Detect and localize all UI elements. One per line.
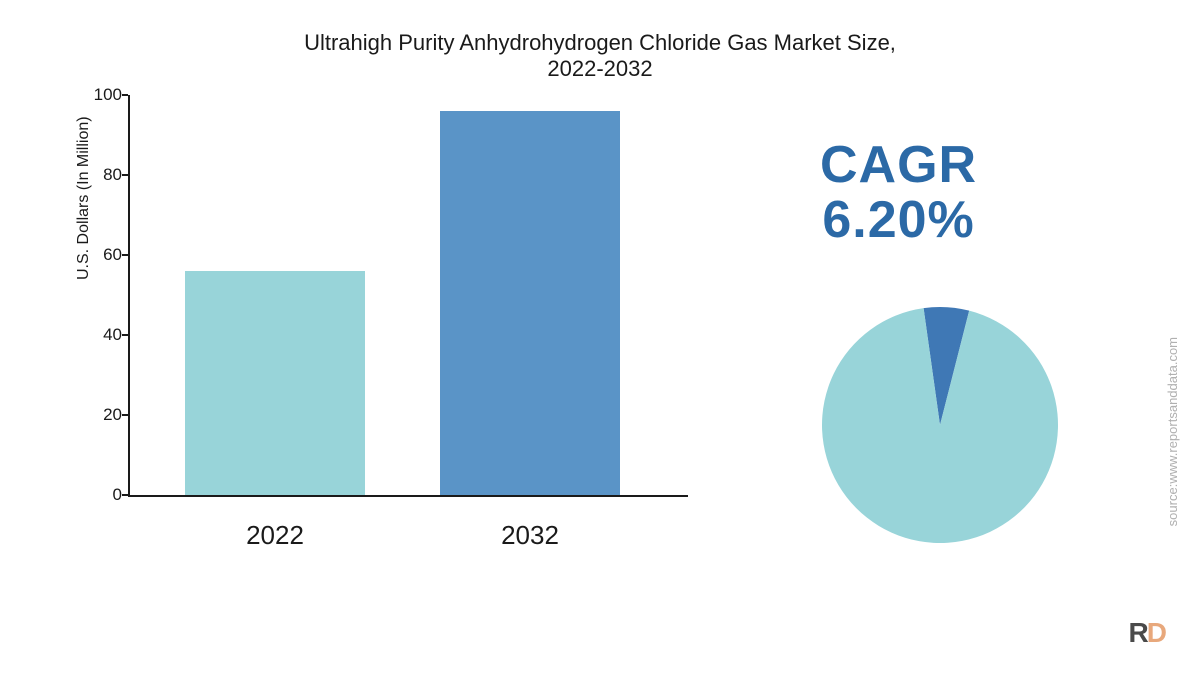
y-tick-label: 100 xyxy=(92,85,122,105)
x-axis-line xyxy=(128,495,688,497)
y-axis-label: U.S. Dollars (In Million) xyxy=(75,116,93,280)
cagr-callout: CAGR 6.20% xyxy=(820,135,977,250)
y-tick-label: 80 xyxy=(92,165,122,185)
y-tick-mark xyxy=(122,414,128,416)
y-tick-mark xyxy=(122,174,128,176)
bar-2032 xyxy=(440,111,620,495)
y-tick-label: 40 xyxy=(92,325,122,345)
source-attribution: source:www.reportsanddata.com xyxy=(1165,337,1180,526)
brand-logo: RD xyxy=(1129,617,1165,649)
bar-2022 xyxy=(185,271,365,495)
logo-letter-d: D xyxy=(1147,617,1165,648)
logo-letter-r: R xyxy=(1129,617,1147,648)
x-label-2032: 2032 xyxy=(440,520,620,551)
y-tick-mark xyxy=(122,494,128,496)
y-tick-label: 60 xyxy=(92,245,122,265)
bar-chart-plot xyxy=(130,95,680,495)
chart-title: Ultrahigh Purity Anhydrohydrogen Chlorid… xyxy=(300,30,900,82)
x-label-2022: 2022 xyxy=(185,520,365,551)
y-tick-mark xyxy=(122,254,128,256)
y-tick-mark xyxy=(122,94,128,96)
y-tick-mark xyxy=(122,334,128,336)
y-tick-label: 0 xyxy=(92,485,122,505)
cagr-label: CAGR xyxy=(820,135,977,195)
y-tick-label: 20 xyxy=(92,405,122,425)
cagr-pie-chart xyxy=(820,305,1060,545)
cagr-value: 6.20% xyxy=(820,190,977,250)
